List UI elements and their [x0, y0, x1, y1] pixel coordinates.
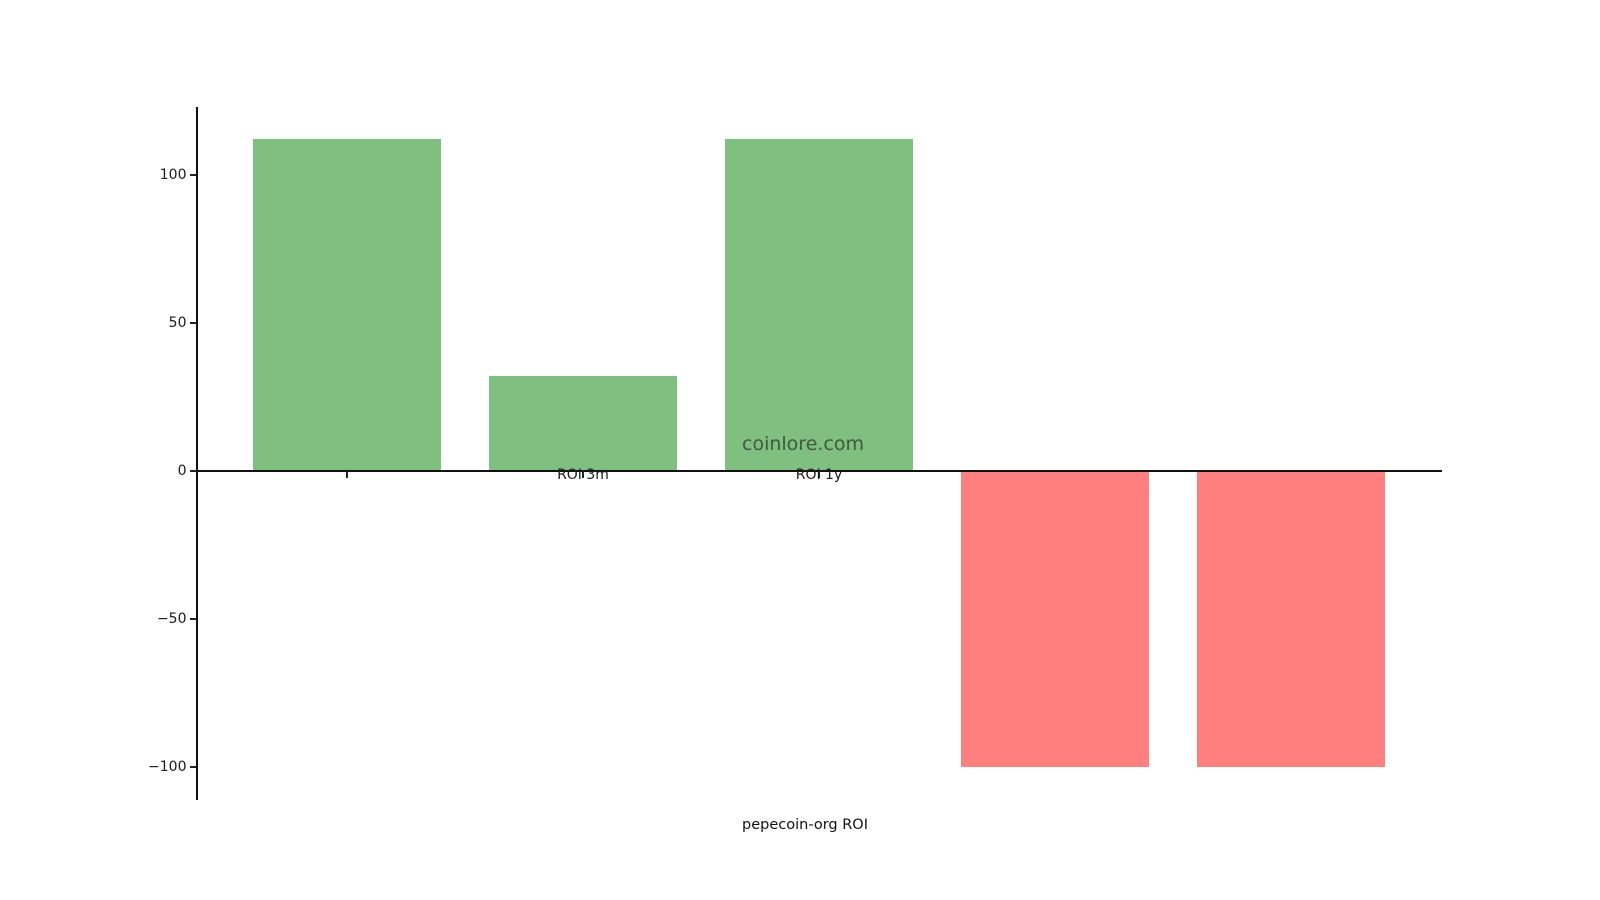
- x-tick-label-roi-3m: ROI 3m: [557, 467, 609, 483]
- zero-axis-line: [197, 470, 1442, 472]
- y-tick-label-0: 0: [177, 462, 187, 479]
- y-tick--50: [190, 618, 197, 620]
- x-tick-2: [582, 471, 584, 478]
- y-tick-label--100: −100: [148, 758, 187, 775]
- bar-roi-1y: [725, 139, 913, 471]
- y-tick-label-50: 50: [168, 314, 187, 331]
- y-tick-100: [190, 174, 197, 176]
- watermark-text: coinlore.com: [742, 433, 864, 455]
- y-tick-label-100: 100: [159, 166, 187, 183]
- y-tick-0: [190, 470, 197, 472]
- bar-4: [961, 471, 1149, 767]
- x-axis-title: pepecoin-org ROI: [742, 817, 868, 833]
- y-tick-label--50: −50: [156, 610, 187, 627]
- y-tick-50: [190, 322, 197, 324]
- x-tick-3: [818, 471, 820, 478]
- bar-5: [1197, 471, 1385, 767]
- x-tick-1: [346, 471, 348, 478]
- x-tick-label-roi-1y: ROI 1y: [795, 467, 843, 483]
- bar-1: [253, 139, 441, 471]
- y-tick--100: [190, 766, 197, 768]
- bar-roi-3m: [489, 376, 677, 471]
- y-axis-spine: [196, 106, 198, 800]
